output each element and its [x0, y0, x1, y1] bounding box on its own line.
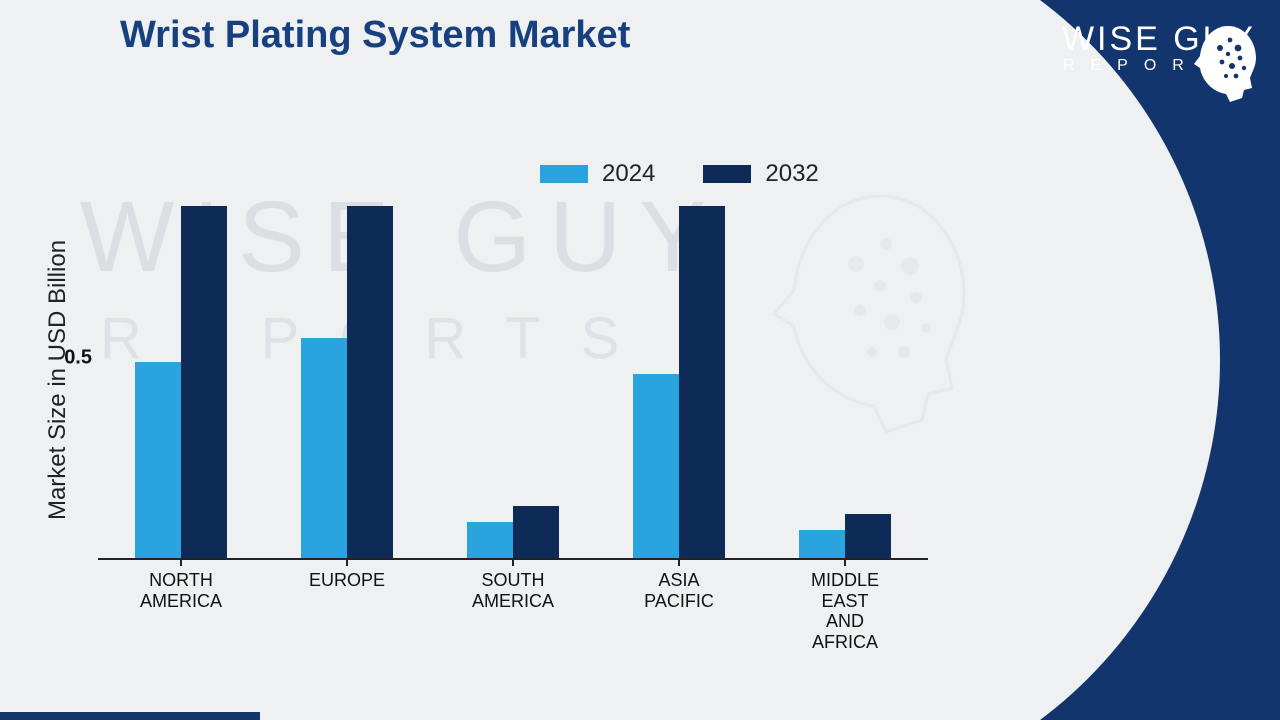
- bar-pair: [799, 200, 891, 558]
- legend-swatch: [540, 165, 588, 183]
- y-tick-label: 0.5: [64, 347, 92, 370]
- brand-head-icon: [1190, 24, 1262, 106]
- bar: [347, 206, 393, 558]
- bar: [135, 362, 181, 558]
- bottom-accent-strip: [0, 712, 260, 720]
- legend: 2024 2032: [540, 160, 819, 188]
- bar-pair: [633, 200, 725, 558]
- category-label: SOUTH AMERICA: [448, 558, 578, 611]
- bar: [513, 506, 559, 558]
- bar: [301, 338, 347, 558]
- bar-group: MIDDLE EAST AND AFRICA: [762, 200, 928, 558]
- bar-group: SOUTH AMERICA: [430, 200, 596, 558]
- bar-pair: [467, 200, 559, 558]
- bar-group: ASIA PACIFIC: [596, 200, 762, 558]
- plot-area: NORTH AMERICAEUROPESOUTH AMERICAASIA PAC…: [98, 200, 928, 560]
- bar-pair: [135, 200, 227, 558]
- bar-pair: [301, 200, 393, 558]
- y-axis-label: Market Size in USD Billion: [44, 240, 72, 520]
- brand-logo: WISE GUY REPORTS: [976, 20, 1256, 110]
- category-label: EUROPE: [282, 558, 412, 591]
- category-label: MIDDLE EAST AND AFRICA: [780, 558, 910, 653]
- bar: [679, 206, 725, 558]
- bar-group: NORTH AMERICA: [98, 200, 264, 558]
- bar: [467, 522, 513, 558]
- canvas: WISE GUY REPORTS Wrist Plating System Ma…: [0, 0, 1280, 720]
- bar: [845, 514, 891, 558]
- bar: [799, 530, 845, 558]
- chart-title: Wrist Plating System Market: [120, 14, 630, 57]
- legend-swatch: [703, 165, 751, 183]
- category-label: NORTH AMERICA: [116, 558, 246, 611]
- bar: [181, 206, 227, 558]
- legend-item: 2024: [540, 160, 655, 188]
- bar-groups: NORTH AMERICAEUROPESOUTH AMERICAASIA PAC…: [98, 200, 928, 558]
- legend-label: 2032: [765, 160, 818, 188]
- bar: [633, 374, 679, 558]
- legend-item: 2032: [703, 160, 818, 188]
- bar-group: EUROPE: [264, 200, 430, 558]
- category-label: ASIA PACIFIC: [614, 558, 744, 611]
- legend-label: 2024: [602, 160, 655, 188]
